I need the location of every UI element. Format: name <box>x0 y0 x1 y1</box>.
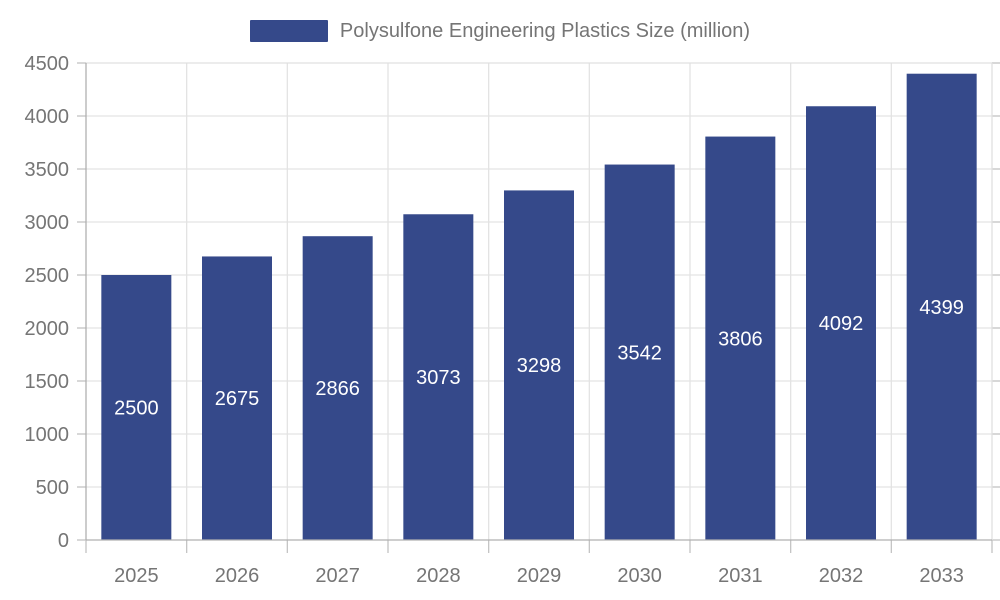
bar-value-label: 3298 <box>517 355 562 377</box>
x-axis-tick-label: 2027 <box>315 565 360 587</box>
y-axis-tick-label: 0 <box>58 530 69 552</box>
bar-2027[interactable] <box>302 236 373 541</box>
x-axis-tick-label: 2032 <box>819 565 864 587</box>
y-axis-tick-label: 500 <box>36 477 69 499</box>
y-axis-tick-label: 4000 <box>25 106 70 128</box>
bar-2029[interactable] <box>504 190 574 541</box>
y-axis-tick-label: 3500 <box>25 159 70 181</box>
bar-value-label: 3806 <box>718 328 763 350</box>
bar-value-label: 4092 <box>819 313 864 335</box>
x-axis-tick-label: 2025 <box>114 565 159 587</box>
bar-2026[interactable] <box>202 256 272 540</box>
x-axis-tick-label: 2033 <box>919 565 964 587</box>
bar-value-label: 4399 <box>919 297 964 319</box>
x-axis-tick-label: 2031 <box>718 565 763 587</box>
bar-value-label: 3073 <box>416 367 461 389</box>
legend[interactable]: Polysulfone Engineering Plastics Size (m… <box>0 16 1000 46</box>
bar-value-label: 2500 <box>114 398 159 420</box>
x-axis-tick-label: 2028 <box>416 565 461 587</box>
bar-2028[interactable] <box>403 214 474 540</box>
y-axis-tick-label: 4500 <box>25 53 70 75</box>
x-axis-tick-label: 2030 <box>617 565 662 587</box>
y-axis-tick-label: 1500 <box>25 371 70 393</box>
bar-value-label: 2675 <box>215 388 260 410</box>
bar-2032[interactable] <box>806 106 876 541</box>
y-axis-tick-label: 1000 <box>25 424 70 446</box>
x-axis-tick-label: 2026 <box>215 565 260 587</box>
y-axis-tick-label: 2000 <box>25 318 70 340</box>
x-axis-tick-label: 2029 <box>517 565 562 587</box>
bar-2025[interactable] <box>101 275 172 540</box>
bar-2031[interactable] <box>705 136 776 540</box>
bar-2033[interactable] <box>906 73 977 541</box>
bar-2030[interactable] <box>604 164 675 540</box>
y-axis-tick-label: 2500 <box>25 265 70 287</box>
legend-swatch <box>249 20 328 42</box>
y-axis-tick-label: 3000 <box>25 212 70 234</box>
bar-value-label: 2866 <box>315 378 360 400</box>
bar-value-label: 3542 <box>617 342 662 364</box>
legend-label: Polysulfone Engineering Plastics Size (m… <box>339 20 751 42</box>
